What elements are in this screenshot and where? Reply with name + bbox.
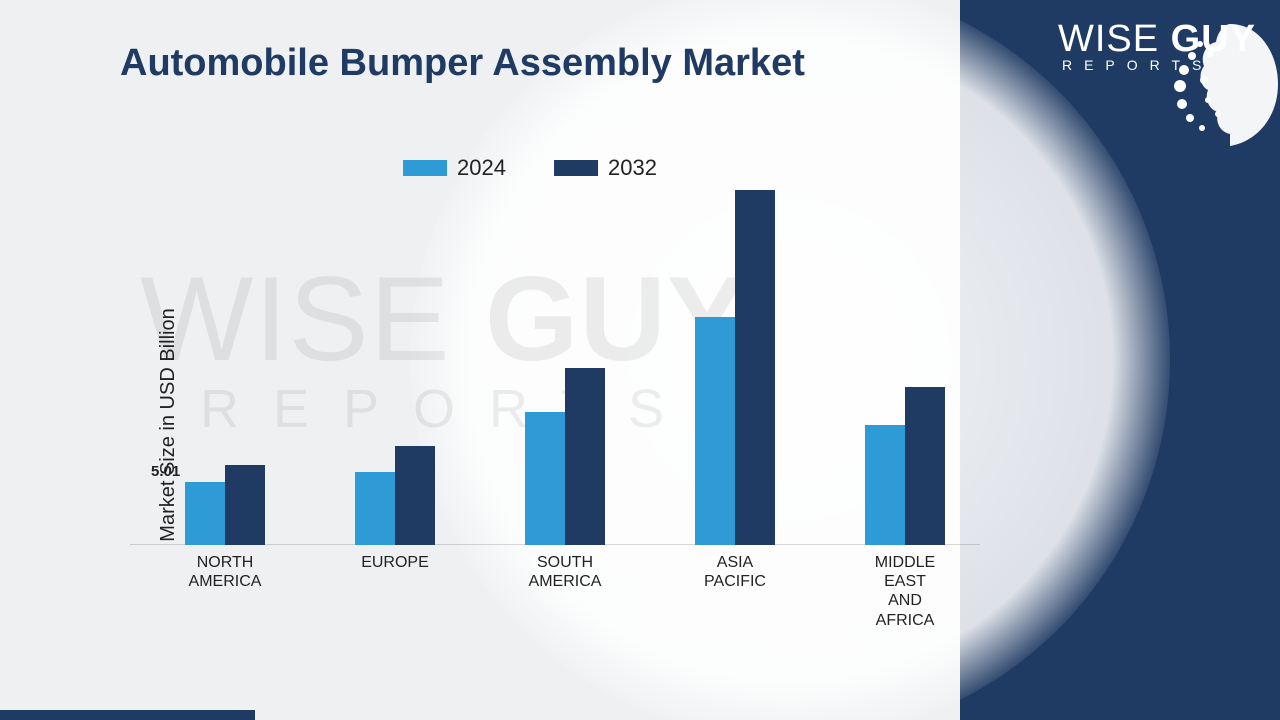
bar: [225, 465, 265, 545]
bar: [565, 368, 605, 545]
legend-swatch: [403, 160, 447, 176]
brand-logo: WISE GUY REPORTS: [1058, 18, 1256, 73]
bar: [905, 387, 945, 545]
legend-item: 2024: [403, 155, 506, 181]
chart-title: Automobile Bumper Assembly Market: [120, 42, 805, 85]
bar-value-label: 5.01: [151, 463, 180, 480]
chart: 20242032 Market Size in USD Billion 5.01…: [60, 155, 1000, 695]
bottom-accent-strip: [0, 710, 255, 720]
bar: [695, 317, 735, 545]
bar: [525, 412, 565, 545]
legend-label: 2024: [457, 155, 506, 181]
bar: [355, 472, 395, 545]
bar: [395, 446, 435, 545]
x-axis-category-label: MIDDLEEASTANDAFRICA: [835, 553, 975, 630]
bar: [865, 425, 905, 545]
x-axis-category-label: EUROPE: [325, 553, 465, 572]
plot-area: 5.01: [130, 165, 980, 545]
legend-item: 2032: [554, 155, 657, 181]
page: WISE GUY REPORTS WISE GUY REPORTS Automo…: [0, 0, 1280, 720]
legend-swatch: [554, 160, 598, 176]
x-axis-category-label: SOUTHAMERICA: [495, 553, 635, 591]
x-axis-category-label: ASIAPACIFIC: [665, 553, 805, 591]
bar: [735, 190, 775, 545]
x-axis-category-label: NORTHAMERICA: [155, 553, 295, 591]
legend-label: 2032: [608, 155, 657, 181]
brand-line1b: GUY: [1171, 18, 1256, 60]
bar: [185, 482, 225, 545]
brand-line1a: WISE: [1058, 18, 1171, 60]
legend: 2024 2032: [403, 155, 657, 181]
